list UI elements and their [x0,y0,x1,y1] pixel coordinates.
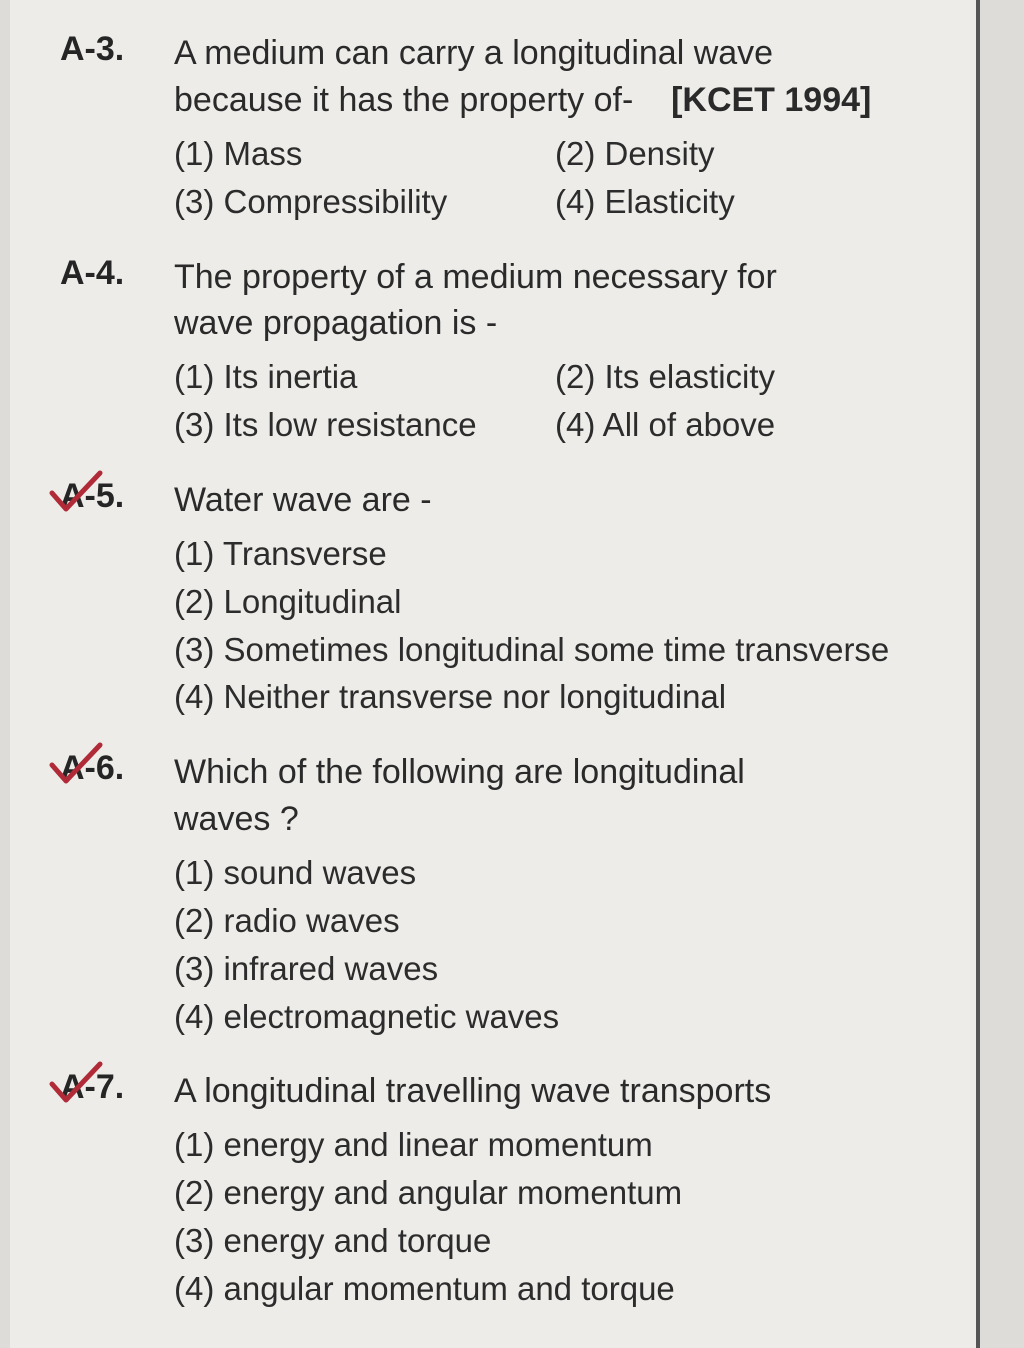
options-list: (1) energy and linear momentum (2) energ… [174,1121,916,1312]
question-header: A-6. Which of the following are longitud… [60,749,916,843]
stem-line: The property of a medium necessary for [174,258,777,296]
question-header: A-5. Water wave are - [60,477,916,524]
option: (4) All of above [555,401,916,449]
options-grid: (1) Its inertia (2) Its elasticity (3) I… [174,353,916,449]
option: (2) Its elasticity [555,353,916,401]
question-number: A-3. [60,30,150,69]
option: (4) Elasticity [555,178,916,226]
question-a4: A-4. The property of a medium necessary … [60,254,916,450]
option: (1) Mass [174,130,535,178]
option: (2) energy and angular momentum [174,1169,916,1217]
option: (3) energy and torque [174,1217,916,1265]
question-number-text: A-5. [60,477,124,515]
option: (2) radio waves [174,897,916,945]
option: (3) infrared waves [174,945,916,993]
question-number: A-7. [60,1068,150,1107]
question-header: A-7. A longitudinal travelling wave tran… [60,1068,916,1115]
exam-tag: [KCET 1994] [671,81,871,119]
options-list: (1) sound waves (2) radio waves (3) infr… [174,849,916,1040]
exam-page: A-3. A medium can carry a longitudinal w… [10,0,980,1348]
question-header: A-4. The property of a medium necessary … [60,254,916,348]
stem-line: wave propagation is - [174,304,497,342]
option: (1) sound waves [174,849,916,897]
question-a7: A-7. A longitudinal travelling wave tran… [60,1068,916,1312]
stem-line: waves ? [174,800,299,838]
stem-line: A medium can carry a longitudinal wave [174,34,773,72]
question-a5: A-5. Water wave are - (1) Transverse (2)… [60,477,916,721]
question-stem: The property of a medium necessary for w… [174,254,916,348]
option: (1) energy and linear momentum [174,1121,916,1169]
question-number-text: A-7. [60,1068,124,1106]
stem-line: Which of the following are longitudinal [174,753,745,791]
question-number-text: A-6. [60,749,124,787]
stem-line: because it has the property of- [174,81,633,119]
question-a3: A-3. A medium can carry a longitudinal w… [60,30,916,226]
options-grid: (1) Mass (2) Density (3) Compressibility… [174,130,916,226]
stem-line: A longitudinal travelling wave transport… [174,1072,771,1110]
question-stem: A longitudinal travelling wave transport… [174,1068,916,1115]
option: (3) Compressibility [174,178,535,226]
option: (3) Its low resistance [174,401,535,449]
question-number: A-5. [60,477,150,516]
option: (4) angular momentum and torque [174,1265,916,1313]
question-number: A-4. [60,254,150,293]
option: (4) Neither transverse nor longitudinal [174,673,916,721]
question-stem: Water wave are - [174,477,916,524]
option: (2) Longitudinal [174,578,916,626]
option: (1) Its inertia [174,353,535,401]
question-stem: A medium can carry a longitudinal wave b… [174,30,916,124]
option: (4) electromagnetic waves [174,993,916,1041]
option: (1) Transverse [174,530,916,578]
stem-line: Water wave are - [174,481,432,519]
question-number: A-6. [60,749,150,788]
option: (2) Density [555,130,916,178]
question-header: A-3. A medium can carry a longitudinal w… [60,30,916,124]
option: (3) Sometimes longitudinal some time tra… [174,626,916,674]
question-stem: Which of the following are longitudinal … [174,749,916,843]
question-a6: A-6. Which of the following are longitud… [60,749,916,1040]
options-list: (1) Transverse (2) Longitudinal (3) Some… [174,530,916,721]
